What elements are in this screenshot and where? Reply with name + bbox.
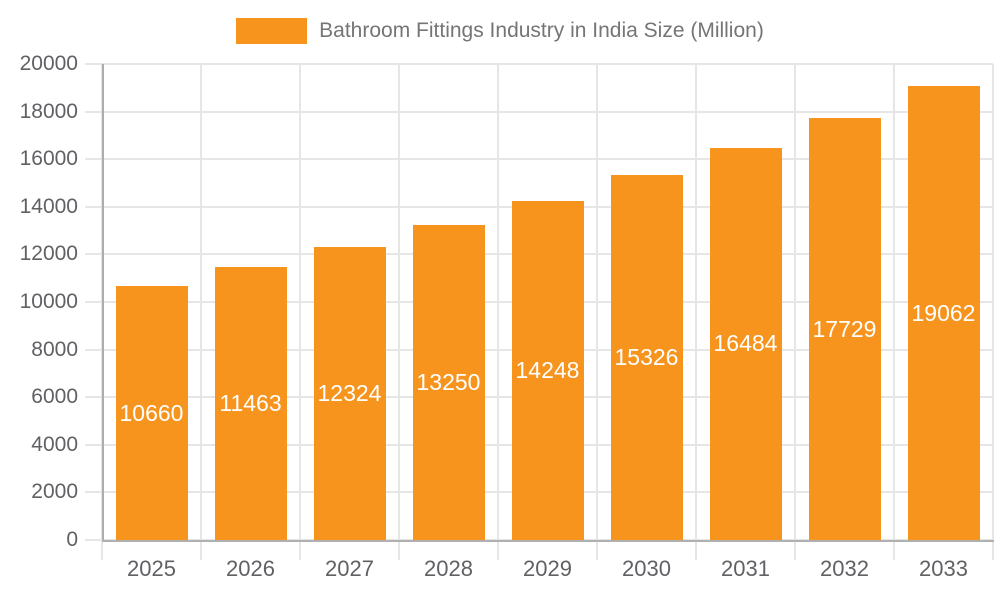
y-tick-label: 0: [66, 528, 78, 551]
bar-slot: 17729: [795, 64, 894, 540]
x-tick-label: 2025: [127, 556, 176, 581]
bar-slot: 15326: [597, 64, 696, 540]
y-tick-label: 6000: [31, 385, 78, 409]
y-tick-label: 2000: [31, 480, 78, 504]
x-tick-label: 2026: [226, 556, 275, 581]
legend-swatch: [236, 18, 308, 44]
bar-slot: 13250: [399, 64, 498, 540]
h-gridline: [85, 63, 993, 65]
y-tick-label: 12000: [19, 242, 78, 266]
v-gridline: [398, 64, 400, 560]
bar-slot: 12324: [300, 64, 399, 540]
v-gridline: [794, 64, 796, 560]
x-tick-label: 2031: [721, 556, 770, 581]
x-tick-label: 2032: [820, 556, 869, 581]
y-tick-label: 4000: [31, 432, 78, 456]
bar-slot: 11463: [201, 64, 300, 540]
y-tick-label: 20000: [19, 52, 78, 75]
y-tick-label: 18000: [19, 99, 78, 123]
x-tick-label: 2027: [325, 556, 374, 581]
v-gridline: [200, 64, 202, 560]
bar-slot: 16484: [696, 64, 795, 540]
bar-value-label: 13250: [416, 368, 481, 395]
h-gridline: [85, 158, 993, 161]
x-tick-label: 2030: [622, 556, 671, 581]
bar-2032[interactable]: 17729: [808, 118, 881, 540]
y-tick-label: 14000: [19, 194, 78, 218]
y-tick-label: 10000: [19, 290, 78, 313]
bar-2029[interactable]: 14248: [511, 200, 584, 540]
bar-2030[interactable]: 15326: [610, 175, 683, 540]
y-tick-label: 16000: [19, 147, 78, 171]
bar-2026[interactable]: 11463: [214, 267, 287, 540]
bar-value-label: 14248: [515, 356, 580, 383]
bar-value-label: 11463: [219, 390, 282, 417]
y-axis-line: [102, 64, 104, 542]
bar-value-label: 12324: [317, 379, 382, 406]
y-tick-label: 8000: [31, 337, 78, 361]
bars: 10660 11463 12324 13250 14248 15326 16484 17729…: [102, 64, 993, 540]
x-tick-label: 2028: [424, 556, 473, 581]
v-gridline: [893, 64, 895, 560]
legend-label: Bathroom Fittings Industry in India Size…: [319, 19, 764, 42]
bar-slot: 19062: [894, 64, 993, 540]
bar-value-label: 19062: [911, 299, 976, 326]
legend: Bathroom Fittings Industry in India Size…: [0, 18, 1000, 44]
x-axis-line: [102, 540, 994, 542]
v-gridline: [992, 64, 994, 560]
bar-2028[interactable]: 13250: [412, 224, 485, 540]
bar-slot: 10660: [102, 64, 201, 540]
v-gridline: [299, 64, 301, 560]
bar-slot: 14248: [498, 64, 597, 540]
v-gridline: [695, 64, 697, 560]
x-tick-label: 2029: [523, 556, 572, 581]
v-gridline: [596, 64, 598, 560]
bar-2031[interactable]: 16484: [709, 147, 782, 540]
bar-2027[interactable]: 12324: [313, 246, 386, 540]
bar-value-label: 16484: [713, 330, 778, 357]
bar-value-label: 10660: [119, 399, 184, 426]
bar-value-label: 17729: [812, 315, 877, 342]
v-gridline: [497, 64, 499, 560]
bar-2033[interactable]: 19062: [907, 86, 980, 540]
x-tick-label: 2033: [919, 556, 968, 581]
bar-value-label: 15326: [614, 344, 679, 371]
bar-2025[interactable]: 10660: [115, 286, 188, 540]
h-gridline: [85, 110, 993, 113]
